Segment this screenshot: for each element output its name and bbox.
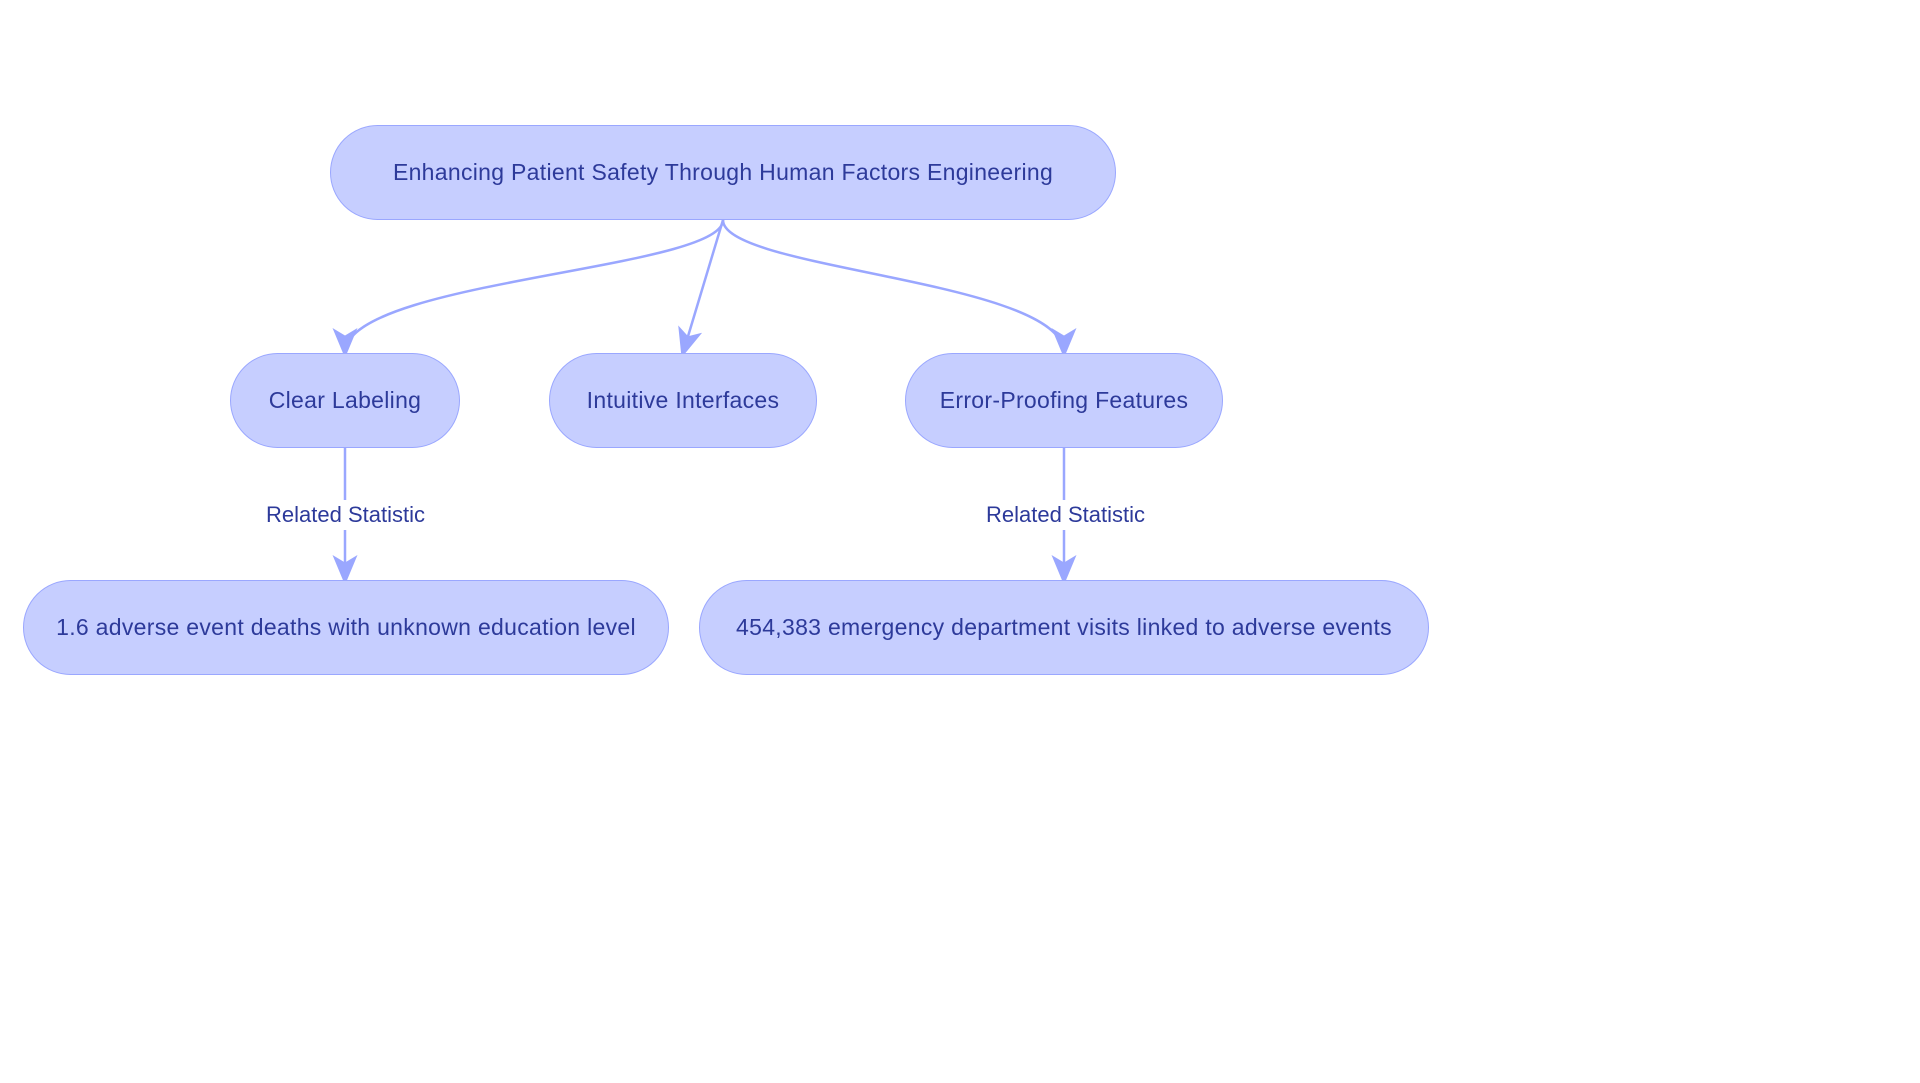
node-stat2: 454,383 emergency department visits link…: [699, 580, 1429, 675]
node-label: 1.6 adverse event deaths with unknown ed…: [56, 614, 636, 641]
edge-label: Related Statistic: [980, 500, 1151, 530]
node-errorproof: Error-Proofing Features: [905, 353, 1223, 448]
edge-label: Related Statistic: [260, 500, 431, 530]
edge-root-errorproof: [723, 220, 1064, 353]
node-interfaces: Intuitive Interfaces: [549, 353, 817, 448]
node-label: Enhancing Patient Safety Through Human F…: [393, 159, 1053, 186]
edge-root-interfaces: [683, 220, 723, 353]
node-label: Error-Proofing Features: [940, 387, 1189, 414]
node-root: Enhancing Patient Safety Through Human F…: [330, 125, 1116, 220]
node-label: 454,383 emergency department visits link…: [736, 614, 1392, 641]
edge-root-labeling: [345, 220, 723, 353]
node-label: Clear Labeling: [269, 387, 422, 414]
node-stat1: 1.6 adverse event deaths with unknown ed…: [23, 580, 669, 675]
node-label: Intuitive Interfaces: [587, 387, 780, 414]
node-labeling: Clear Labeling: [230, 353, 460, 448]
